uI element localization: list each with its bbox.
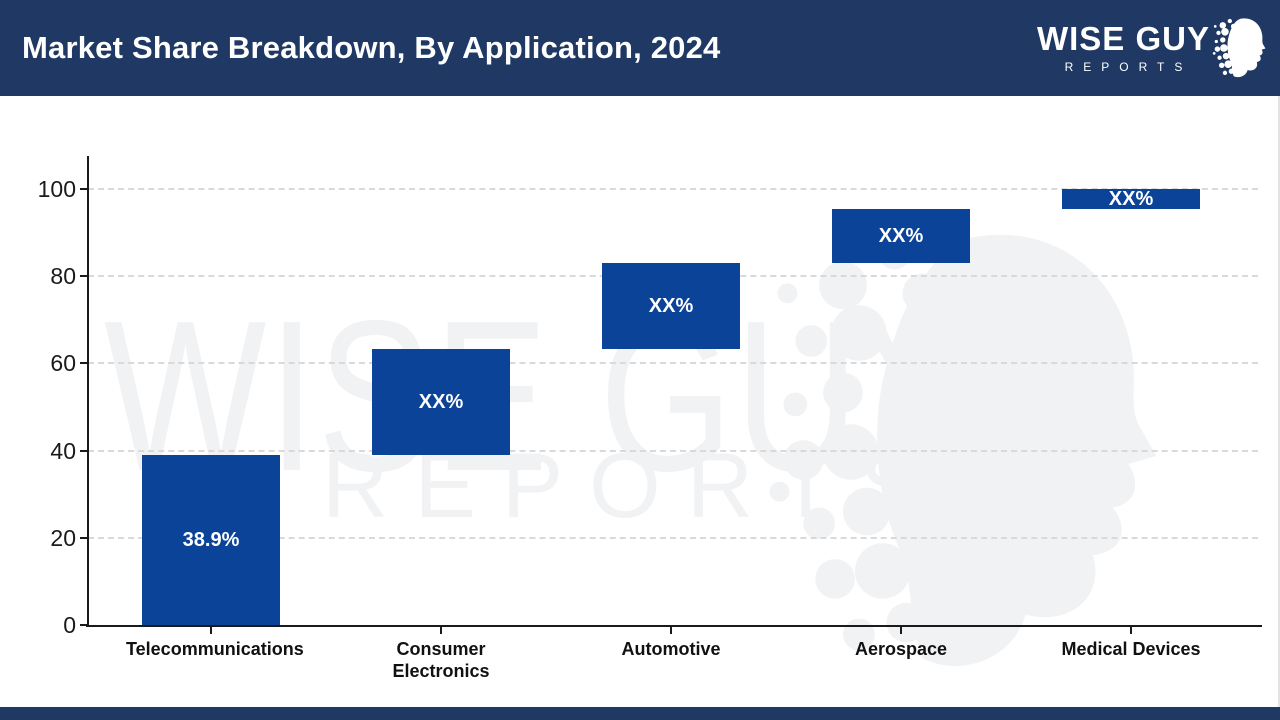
bar-aerospace: XX% <box>832 208 970 264</box>
bar-value-label-automotive: XX% <box>648 295 694 318</box>
chart-area: WISE GUY REPORTS 0 20 40 60 80 100 38.9% Teleco… <box>0 96 1280 707</box>
head-profile-icon <box>1212 11 1266 85</box>
y-tick-label-20: 20 <box>50 524 76 551</box>
y-tick-label-100: 100 <box>37 176 76 202</box>
logo-wordmark-bottom: REPORTS <box>1064 60 1193 74</box>
bar-value-label-medical-devices: XX% <box>1108 187 1154 210</box>
gridline-100 <box>88 188 1258 190</box>
brand-logo: WISE GUY REPORTS <box>1037 11 1266 85</box>
logo-wordmark: WISE GUY REPORTS <box>1037 22 1210 74</box>
category-label-consumer-electronics: Consumer Electronics <box>392 639 490 681</box>
category-label-aerospace: Aerospace <box>854 639 948 659</box>
footer-bar <box>0 707 1280 720</box>
bar-telecommunications: 38.9% <box>142 455 280 625</box>
x-tick-automotive <box>670 626 672 634</box>
y-tick-label-0: 0 <box>63 612 76 638</box>
page-title: Market Share Breakdown, By Application, … <box>22 30 721 65</box>
x-tick-medical-devices <box>1130 626 1132 634</box>
logo-wordmark-top: WISE GUY <box>1036 20 1210 57</box>
bar-consumer-electronics: XX% <box>372 349 510 456</box>
watermark-head-icon <box>752 214 1172 690</box>
y-axis <box>87 156 89 627</box>
gridline-40 <box>88 449 1258 452</box>
y-tick-80 <box>80 275 88 278</box>
page-right-border <box>1278 96 1280 707</box>
y-tick-0 <box>80 624 88 626</box>
x-tick-telecommunications <box>210 626 212 634</box>
bar-value-label-aerospace: XX% <box>878 224 924 247</box>
x-tick-aerospace <box>900 626 902 634</box>
gridline-60 <box>88 362 1258 365</box>
y-tick-20 <box>80 536 88 539</box>
y-tick-label-60: 60 <box>50 350 76 377</box>
x-tick-consumer-electronics <box>440 626 442 634</box>
x-axis <box>86 625 1262 627</box>
bar-medical-devices: XX% <box>1062 189 1200 209</box>
category-label-telecommunications: Telecommunications <box>126 639 304 659</box>
y-tick-60 <box>80 362 88 365</box>
gridline-20 <box>88 536 1258 539</box>
bar-automotive: XX% <box>602 263 740 350</box>
y-tick-label-40: 40 <box>50 437 76 464</box>
bar-value-label-telecommunications: 38.9% <box>182 529 240 552</box>
category-label-automotive: Automotive <box>621 639 721 659</box>
bar-value-label-consumer-electronics: XX% <box>418 391 464 414</box>
y-tick-label-80: 80 <box>50 263 76 290</box>
y-tick-100 <box>80 188 88 190</box>
header: Market Share Breakdown, By Application, … <box>0 0 1280 96</box>
category-label-medical-devices: Medical Devices <box>1061 639 1201 659</box>
y-tick-40 <box>80 449 88 452</box>
